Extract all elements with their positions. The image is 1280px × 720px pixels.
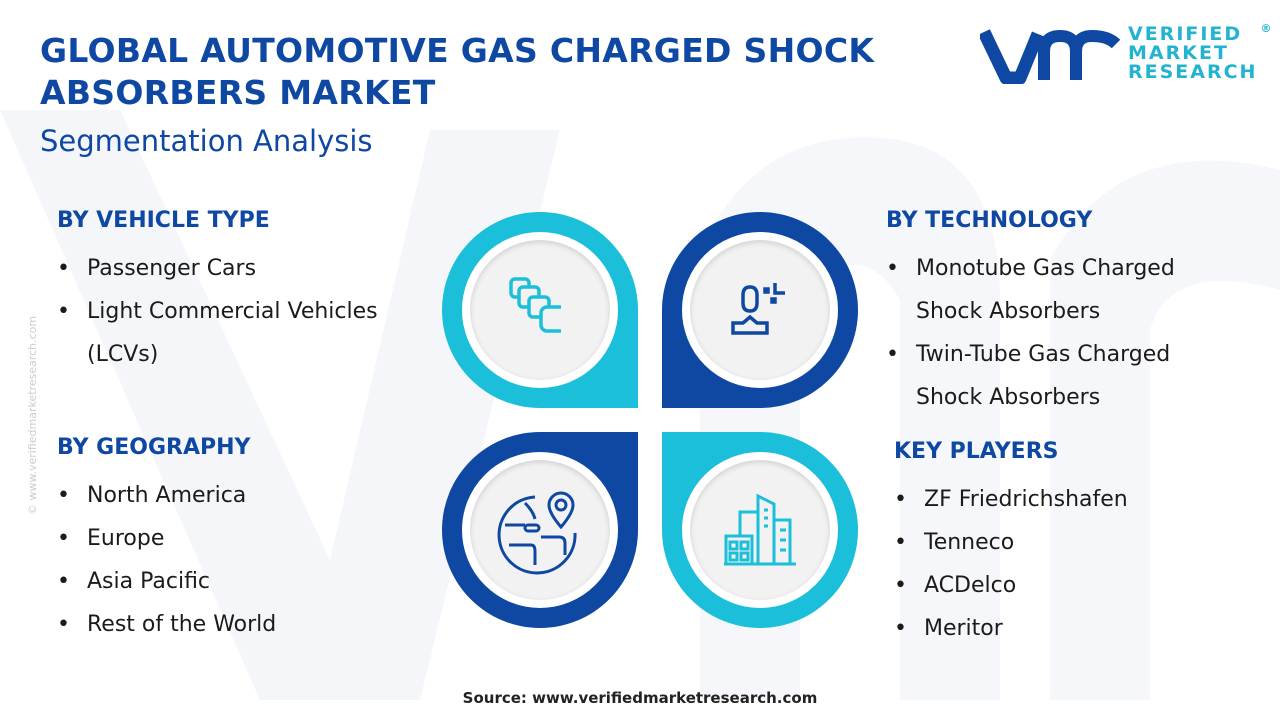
quadrant-geography — [442, 432, 638, 628]
list-item: Passenger Cars — [57, 247, 378, 290]
logo-text: VERIFIED MARKET RESEARCH ® — [1128, 22, 1271, 83]
logo-line: MARKET — [1128, 41, 1229, 64]
item-line: Twin-Tube Gas Charged — [916, 342, 1171, 367]
side-watermark-text: © www.verifiedmarketresearch.com — [26, 315, 39, 515]
list-item: ACDelco — [894, 564, 1128, 607]
list-item: Twin-Tube Gas Charged Shock Absorbers — [886, 333, 1175, 419]
registered-mark: ® — [1260, 21, 1272, 35]
item-line: Shock Absorbers — [916, 385, 1101, 410]
logo-line: VERIFIED — [1128, 22, 1243, 45]
list-item: Rest of the World — [57, 603, 276, 646]
list-item: Asia Pacific — [57, 560, 276, 603]
quadrant-vehicle-type — [442, 212, 638, 408]
item-line: Light Commercial Vehicles — [87, 299, 378, 324]
logo-line: RESEARCH — [1128, 60, 1258, 83]
item-line: (LCVs) — [87, 342, 159, 367]
vmr-logo-icon — [980, 29, 1120, 84]
section-heading: KEY PLAYERS — [894, 439, 1059, 464]
list-item: Meritor — [894, 607, 1128, 650]
page-title: GLOBAL AUTOMOTIVE GAS CHARGED SHOCK ABSO… — [40, 30, 874, 114]
quadrant-key-players — [662, 432, 858, 628]
stacked-cards-icon — [509, 277, 561, 333]
logo: VERIFIED MARKET RESEARCH ® — [980, 22, 1271, 84]
item-line: Monotube Gas Charged — [916, 256, 1175, 281]
list-item: Monotube Gas Charged Shock Absorbers — [886, 247, 1175, 333]
title-line: GLOBAL AUTOMOTIVE GAS CHARGED SHOCK — [40, 31, 875, 70]
item-line: Shock Absorbers — [916, 299, 1101, 324]
list-item: Europe — [57, 517, 276, 560]
section-heading: BY TECHNOLOGY — [886, 208, 1093, 233]
list-item: Light Commercial Vehicles (LCVs) — [57, 290, 378, 376]
list-item: Tenneco — [894, 521, 1128, 564]
section-heading: BY VEHICLE TYPE — [57, 208, 270, 233]
source-text: Source: www.verifiedmarketresearch.com — [462, 689, 818, 707]
page-subtitle: Segmentation Analysis — [40, 124, 373, 158]
list-item: ZF Friedrichshafen — [894, 478, 1128, 521]
section-heading: BY GEOGRAPHY — [57, 435, 251, 460]
user-scan-icon — [731, 283, 785, 335]
section-key-players: KEY PLAYERS ZF Friedrichshafen Tenneco A… — [894, 439, 1128, 650]
list-item: North America — [57, 474, 276, 517]
quadrant-technology — [662, 212, 858, 408]
section-geography: BY GEOGRAPHY North America Europe Asia P… — [57, 435, 276, 646]
globe-location-icon — [497, 491, 577, 575]
section-technology: BY TECHNOLOGY Monotube Gas Charged Shock … — [886, 208, 1175, 419]
title-line: ABSORBERS MARKET — [40, 73, 436, 112]
section-vehicle-type: BY VEHICLE TYPE Passenger Cars Light Com… — [57, 208, 378, 376]
buildings-icon — [724, 493, 796, 566]
